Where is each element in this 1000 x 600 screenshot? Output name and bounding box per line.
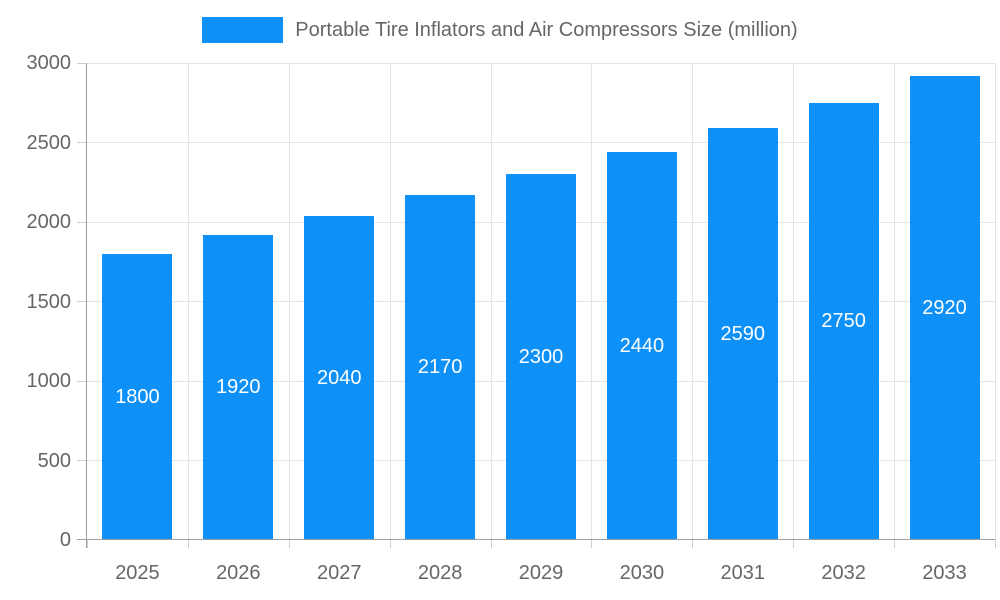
x-axis-tick	[692, 540, 694, 548]
bar-value-label: 2750	[821, 310, 866, 333]
y-axis-tick	[77, 221, 87, 223]
x-axis-tick	[894, 540, 896, 548]
y-axis-tick	[77, 142, 87, 143]
x-tick-label: 2031	[720, 562, 766, 584]
x-tick-label: 2028	[417, 562, 463, 584]
bar-value-label: 1800	[115, 385, 160, 408]
bar-value-label: 2440	[619, 335, 665, 358]
y-tick-label: 0	[59, 529, 71, 551]
x-tick-label: 2025	[115, 562, 160, 584]
y-tick-label: 1500	[26, 290, 72, 313]
y-axis-tick	[77, 380, 87, 382]
x-axis-tick	[87, 540, 88, 548]
bar-value-label: 2300	[518, 346, 564, 369]
bar	[707, 128, 778, 540]
x-tick-label: 2030	[619, 562, 665, 584]
bar	[405, 194, 476, 540]
bar	[909, 75, 980, 540]
x-axis-tick	[389, 540, 391, 548]
y-tick-label: 3000	[26, 52, 72, 74]
x-tick-label: 2029	[518, 562, 564, 584]
x-axis-line	[77, 539, 995, 540]
y-axis-tick	[77, 460, 87, 461]
x-axis-tick	[793, 540, 795, 548]
legend-label: Portable Tire Inflators and Air Compress…	[295, 19, 798, 41]
y-axis-tick	[77, 301, 87, 302]
bar-value-label: 2170	[417, 356, 463, 379]
bar-value-label: 2590	[720, 323, 766, 346]
x-axis-tick	[288, 540, 290, 548]
x-tick-label: 2026	[216, 562, 261, 584]
x-axis-tick	[490, 540, 492, 548]
bar	[304, 215, 375, 540]
legend[interactable]: Portable Tire Inflators and Air Compress…	[0, 17, 1000, 43]
gridline-horizontal	[87, 142, 995, 143]
x-tick-label: 2027	[316, 562, 362, 584]
y-axis-line	[86, 63, 87, 548]
y-tick-label: 1000	[26, 370, 72, 392]
x-axis-tick	[187, 540, 189, 548]
gridline-horizontal	[87, 62, 995, 64]
y-tick-label: 500	[37, 449, 71, 472]
gridline-vertical	[995, 63, 996, 540]
bar	[606, 152, 677, 540]
bar	[808, 102, 879, 540]
x-tick-label: 2033	[922, 562, 967, 584]
y-axis-tick	[77, 62, 87, 64]
y-tick-label: 2500	[26, 131, 72, 154]
x-axis-tick	[995, 540, 996, 548]
bar-value-label: 2040	[316, 366, 362, 389]
x-tick-label: 2032	[821, 562, 866, 584]
bar	[506, 174, 576, 540]
bar-value-label: 1920	[216, 376, 261, 399]
x-axis-tick	[591, 540, 593, 548]
bar	[102, 253, 173, 540]
bar-value-label: 2920	[922, 296, 967, 319]
legend-swatch	[202, 17, 284, 43]
y-tick-label: 2000	[26, 211, 72, 233]
bar	[203, 234, 274, 540]
